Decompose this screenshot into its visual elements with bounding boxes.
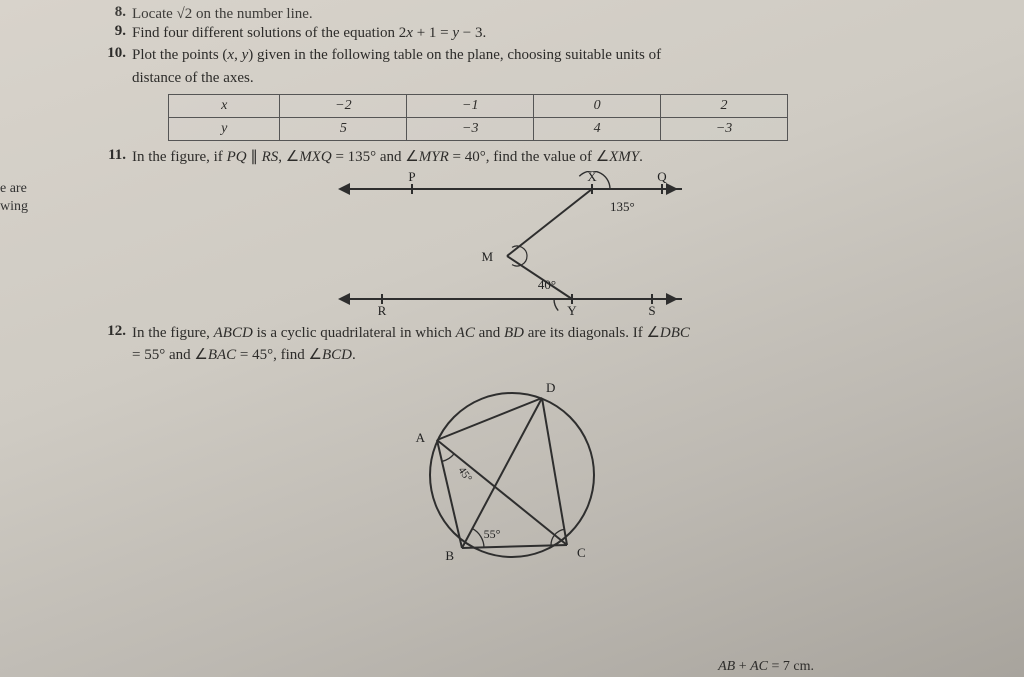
svg-text:D: D (546, 380, 555, 395)
margin-fragment: e are wing (0, 180, 40, 216)
margin-l1: e are (0, 181, 27, 196)
svg-text:C: C (577, 545, 586, 560)
q10-text-l2: distance of the axes. (132, 68, 984, 88)
table-cell: 4 (534, 117, 661, 140)
q11-figure: P X Q R Y S M 135° 40° (322, 171, 702, 321)
table-cell: 2 (661, 94, 788, 117)
table-cell: −3 (661, 117, 788, 140)
q11-text: In the figure, if PQ ∥ RS, ∠MXQ = 135° a… (132, 147, 643, 167)
q12-number: 12. (100, 323, 126, 340)
svg-text:Y: Y (567, 303, 577, 318)
table-cell: −3 (407, 117, 534, 140)
q8-number: 8. (100, 4, 126, 21)
table-row: y5−34−3 (169, 117, 788, 140)
svg-text:X: X (587, 171, 597, 184)
svg-text:S: S (648, 303, 655, 318)
question-8: 8. Locate √2 on the number line. (100, 4, 984, 21)
q11-figure-wrap: P X Q R Y S M 135° 40° (40, 171, 984, 321)
table-row: x−2−102 (169, 94, 788, 117)
svg-text:B: B (445, 548, 454, 563)
margin-l2: wing (0, 199, 28, 214)
question-10: 10. Plot the points (x, y) given in the … (100, 45, 984, 65)
q12-figure: ABCD45°55° (392, 370, 632, 580)
question-12: 12. In the figure, ABCD is a cyclic quad… (100, 323, 984, 343)
svg-text:R: R (378, 303, 387, 318)
table-cell: 0 (534, 94, 661, 117)
svg-text:135°: 135° (610, 199, 635, 214)
q12-figure-wrap: ABCD45°55° (40, 370, 984, 580)
table-cell: x (169, 94, 280, 117)
footer-fragment: AB + AC = 7 cm. (718, 659, 814, 675)
svg-text:P: P (408, 171, 415, 184)
question-9: 9. Find four different solutions of the … (100, 23, 984, 43)
page-root: e are wing 8. Locate √2 on the number li… (0, 0, 1024, 677)
q9-number: 9. (100, 23, 126, 40)
table-cell: −2 (280, 94, 407, 117)
q9-text: Find four different solutions of the equ… (132, 23, 486, 43)
q10-table: x−2−102 y5−34−3 (168, 94, 788, 141)
q8-text: Locate √2 on the number line. (132, 4, 313, 20)
svg-text:A: A (416, 430, 426, 445)
question-11: 11. In the figure, if PQ ∥ RS, ∠MXQ = 13… (100, 147, 984, 167)
svg-text:40°: 40° (538, 277, 556, 292)
svg-text:Q: Q (657, 171, 667, 184)
svg-text:M: M (481, 249, 493, 264)
q12-text-l2: = 55° and ∠BAC = 45°, find ∠BCD. (132, 345, 984, 365)
table-cell: 5 (280, 117, 407, 140)
table-cell: y (169, 117, 280, 140)
svg-text:55°: 55° (484, 527, 501, 541)
q12-text-l1: In the figure, ABCD is a cyclic quadrila… (132, 323, 690, 343)
q10-text-l1: Plot the points (x, y) given in the foll… (132, 45, 661, 65)
table-cell: −1 (407, 94, 534, 117)
q11-number: 11. (100, 147, 126, 164)
q10-number: 10. (100, 45, 126, 62)
